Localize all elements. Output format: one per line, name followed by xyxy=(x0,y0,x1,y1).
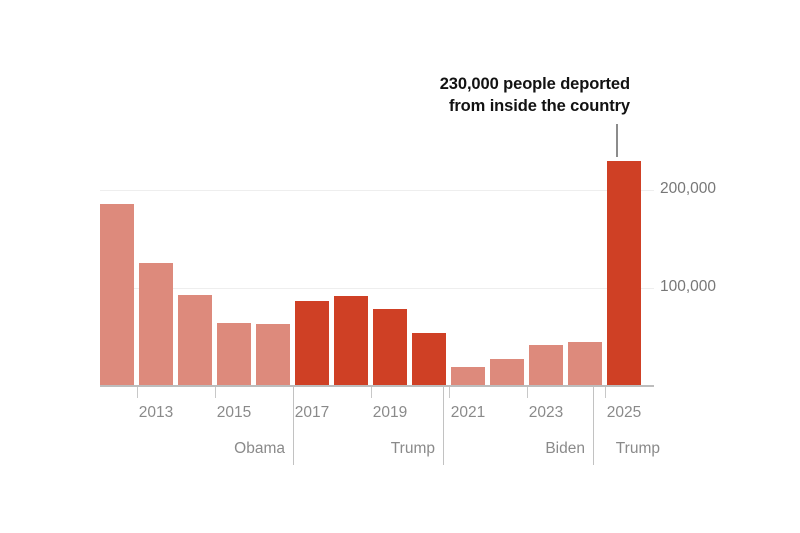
bar-2024[interactable] xyxy=(568,342,602,385)
x-axis-year-label-2023: 2023 xyxy=(528,404,564,421)
x-axis-baseline xyxy=(100,385,654,387)
bar-2023[interactable] xyxy=(529,345,563,385)
x-axis-tick-2015 xyxy=(214,387,216,398)
bar-2015[interactable] xyxy=(217,322,251,385)
annotation-line-1: 230,000 people deported xyxy=(439,75,630,93)
x-axis-year-label-2015: 2015 xyxy=(216,404,252,421)
x-axis-year-label-2013: 2013 xyxy=(138,404,174,421)
era-label-obama-0: Obama xyxy=(234,440,285,457)
x-axis-tick-2021 xyxy=(448,387,450,398)
era-label-trump-1: Trump xyxy=(390,440,435,457)
era-separator-biden-2 xyxy=(593,387,594,465)
bar-2025[interactable] xyxy=(607,160,641,385)
bar-2020[interactable] xyxy=(412,333,446,385)
y-axis-label: 200,000 xyxy=(660,180,717,197)
bar-2019[interactable] xyxy=(373,308,407,385)
era-separator-obama-0 xyxy=(293,387,294,465)
era-label-biden-2: Biden xyxy=(545,440,585,457)
bar-2013[interactable] xyxy=(139,263,173,385)
bar-2014[interactable] xyxy=(178,295,212,385)
gridline-200000 xyxy=(100,190,654,191)
bar-2022[interactable] xyxy=(490,358,524,385)
bar-2016[interactable] xyxy=(256,323,290,385)
x-axis-tick-2019 xyxy=(370,387,372,398)
y-axis-label: 100,000 xyxy=(660,277,717,295)
gridline-100000 xyxy=(100,287,654,289)
era-label-trump-3: Trump xyxy=(615,440,660,457)
x-axis-tick-2023 xyxy=(526,387,528,398)
chart-annotation: 230,000 people deported from inside the … xyxy=(330,74,630,118)
x-axis-year-label-2017: 2017 xyxy=(294,404,330,421)
bar-2012[interactable] xyxy=(100,203,134,385)
x-axis-year-label-2021: 2021 xyxy=(450,404,486,421)
x-axis-tick-2025 xyxy=(604,387,606,398)
bar-2021[interactable] xyxy=(451,367,485,385)
x-axis-tick-2013 xyxy=(136,387,138,398)
bars-group xyxy=(100,140,654,385)
era-separator-trump-1 xyxy=(443,387,444,465)
annotation-line-2: from inside the country xyxy=(448,96,630,115)
bar-2017[interactable] xyxy=(295,301,329,385)
bar-2018[interactable] xyxy=(334,296,368,385)
x-axis-year-label-2025: 2025 xyxy=(606,404,642,421)
annotation-leader-line xyxy=(616,124,618,157)
x-axis-year-label-2019: 2019 xyxy=(372,404,408,421)
